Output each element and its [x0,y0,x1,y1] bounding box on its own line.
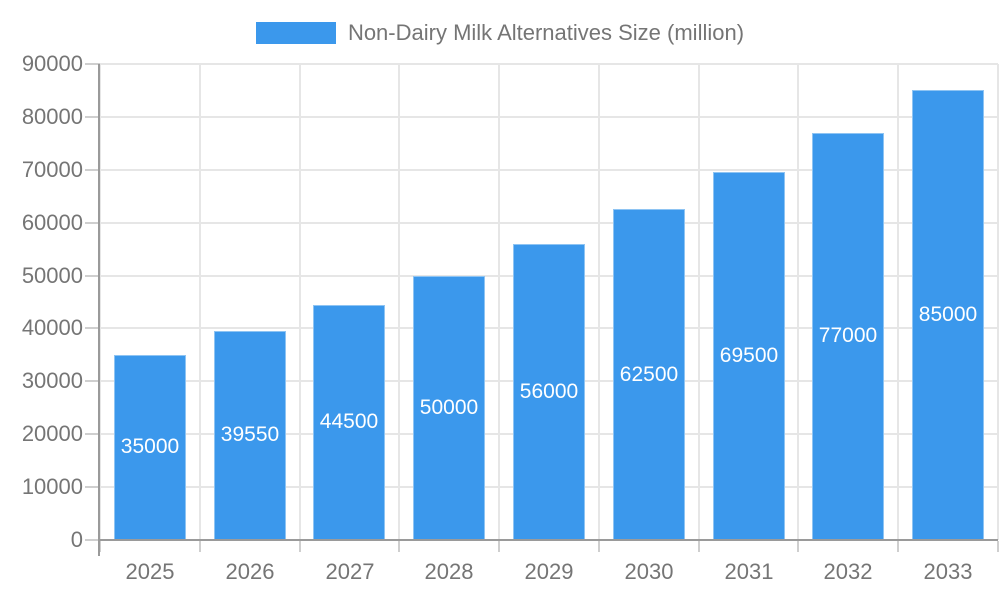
gridline-vertical [298,64,301,540]
y-axis-label: 30000 [21,368,83,394]
bar-2028[interactable] [413,276,485,540]
x-axis-tick [498,541,501,552]
bar-2026[interactable] [214,331,286,540]
gridline-horizontal [100,63,998,65]
x-axis-label: 2027 [325,559,375,584]
bar-value-label: 56000 [519,380,579,403]
y-axis-label: 0 [70,527,83,552]
x-axis-tick [597,541,600,552]
x-axis-label: 2032 [823,559,873,584]
y-axis-tick [85,115,100,118]
bar-2031[interactable] [713,172,785,540]
bar-2027[interactable] [313,305,385,540]
y-axis-tick [85,433,100,436]
x-axis-label: 2029 [524,559,574,584]
bar-value-label: 39550 [220,423,280,446]
bar-2030[interactable] [613,209,685,540]
y-axis-line [98,64,100,556]
legend[interactable]: Non-Dairy Milk Alternatives Size (millio… [0,20,1000,46]
gridline-vertical [697,64,700,540]
gridline-vertical [398,64,401,540]
bar-2025[interactable] [114,355,186,540]
y-axis-tick [85,486,100,489]
y-axis-label: 70000 [21,156,83,182]
y-axis-tick [85,539,100,541]
y-axis-label: 20000 [21,421,83,447]
gridline-horizontal [100,221,998,224]
y-axis-label: 60000 [21,209,83,235]
gridline-vertical [198,64,201,540]
gridline-vertical [99,64,101,540]
y-axis-tick [85,327,100,330]
x-axis-tick [997,541,999,552]
gridline-vertical [897,64,900,540]
y-axis-label: 90000 [21,51,83,76]
y-axis-label: 40000 [21,315,83,341]
bar-value-label: 62500 [619,363,679,386]
x-axis-tick [697,541,700,552]
y-axis-label: 80000 [21,103,83,129]
bar-value-label: 44500 [319,410,379,433]
bar-2029[interactable] [513,244,585,540]
x-axis-label: 2028 [424,559,474,584]
x-axis-label: 2030 [624,559,674,584]
x-axis-label: 2026 [225,559,275,584]
bar-value-label: 69500 [719,344,779,367]
y-axis-tick [85,380,100,383]
x-axis-label: 2025 [125,559,175,584]
y-axis-tick [85,63,100,65]
bar-value-label: 77000 [818,324,878,347]
x-axis-tick [198,541,201,552]
gridline-vertical [997,64,999,540]
x-axis-line [98,539,998,541]
gridline-horizontal [100,168,998,171]
x-axis-tick [398,541,401,552]
x-axis-tick [298,541,301,552]
bar-value-label: 85000 [918,303,978,326]
bar-2033[interactable] [912,90,984,540]
legend-label: Non-Dairy Milk Alternatives Size (millio… [347,20,745,45]
x-axis-tick [99,541,101,552]
y-axis-label: 10000 [21,474,83,500]
gridline-vertical [597,64,600,540]
x-axis-tick [897,541,900,552]
gridline-vertical [498,64,501,540]
y-axis-tick [85,168,100,171]
legend-swatch[interactable] [255,22,336,44]
bar-value-label: 50000 [419,396,479,419]
gridline-vertical [797,64,800,540]
x-axis-tick [797,541,800,552]
x-axis-label: 2033 [923,559,973,584]
y-axis-label: 50000 [21,262,83,288]
bar-value-label: 35000 [120,435,180,458]
gridline-horizontal [100,115,998,118]
y-axis-tick [85,221,100,224]
bar-2032[interactable] [812,133,884,540]
x-axis-label: 2031 [724,559,774,584]
y-axis-tick [85,274,100,277]
